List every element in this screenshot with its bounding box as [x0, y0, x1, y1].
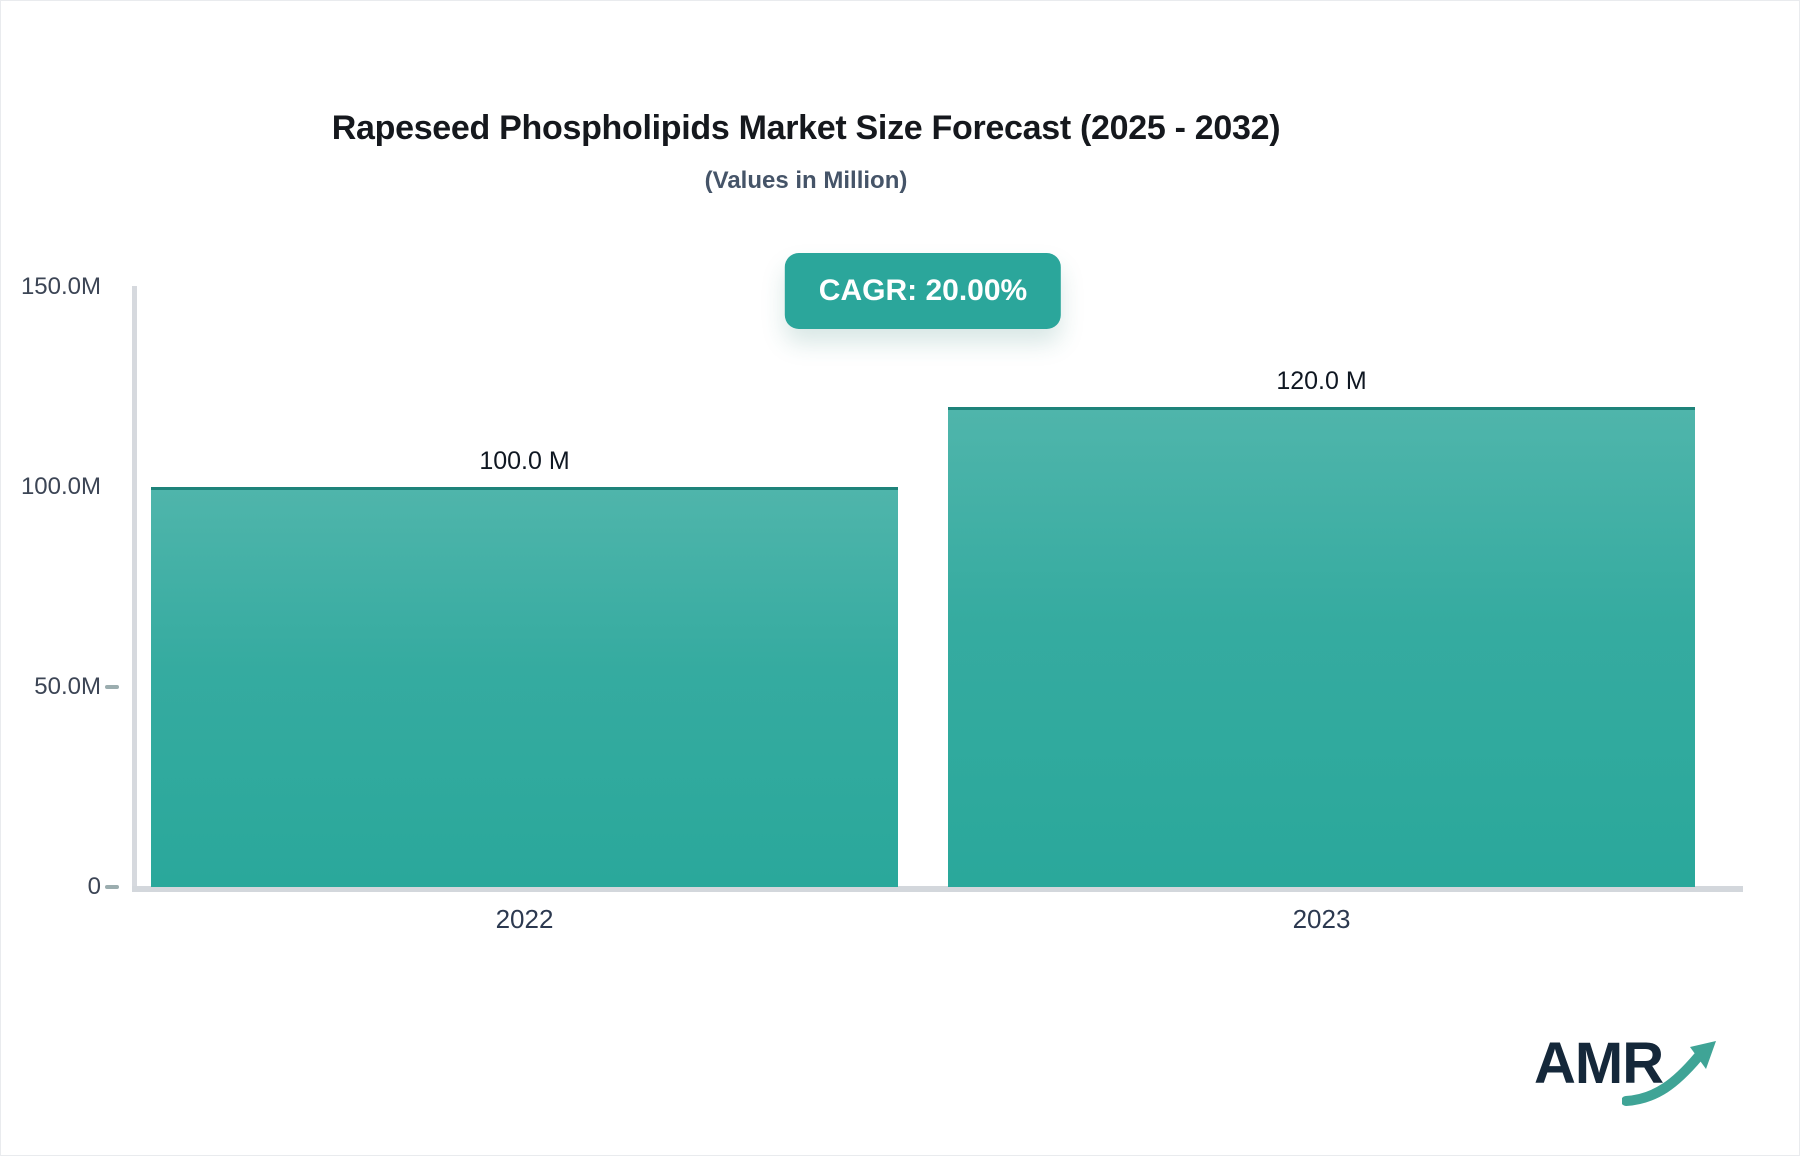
y-tick-label: 100.0M [20, 473, 101, 500]
cagr-badge: CAGR: 20.00% [784, 253, 1062, 329]
x-axis-label: 2022 [495, 904, 554, 934]
amr-logo-text: AMR [1534, 1031, 1664, 1096]
bar-value-label: 120.0 M [1276, 367, 1367, 395]
y-axis-line [132, 286, 137, 892]
x-axis-label: 2023 [1292, 904, 1351, 934]
chart-subtitle: (Values in Million) [704, 167, 908, 194]
amr-logo: AMR [1534, 1033, 1734, 1123]
x-axis-line [132, 886, 1743, 892]
y-tick-label: 50.0M [34, 673, 101, 700]
y-tick-label: 150.0M [20, 273, 101, 300]
bar-2022 [151, 487, 898, 887]
chart-title: Rapeseed Phospholipids Market Size Forec… [331, 109, 1281, 147]
y-tick-dash [105, 685, 119, 689]
bar-2023 [948, 407, 1695, 887]
y-tick-label: 0 [87, 873, 101, 900]
y-tick-dash [105, 885, 119, 889]
bar-value-label: 100.0 M [479, 447, 570, 475]
amr-logo-arrow-icon [1622, 1041, 1716, 1106]
